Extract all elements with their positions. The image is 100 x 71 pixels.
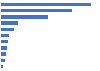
Bar [1, 46, 7, 50]
Bar [1, 9, 72, 12]
Bar [1, 15, 48, 19]
Bar [1, 21, 18, 25]
Bar [1, 52, 6, 56]
Bar [1, 28, 14, 31]
Bar [1, 34, 9, 37]
Bar [1, 65, 3, 68]
Bar [1, 40, 8, 43]
Bar [1, 3, 91, 6]
Bar [1, 59, 5, 62]
